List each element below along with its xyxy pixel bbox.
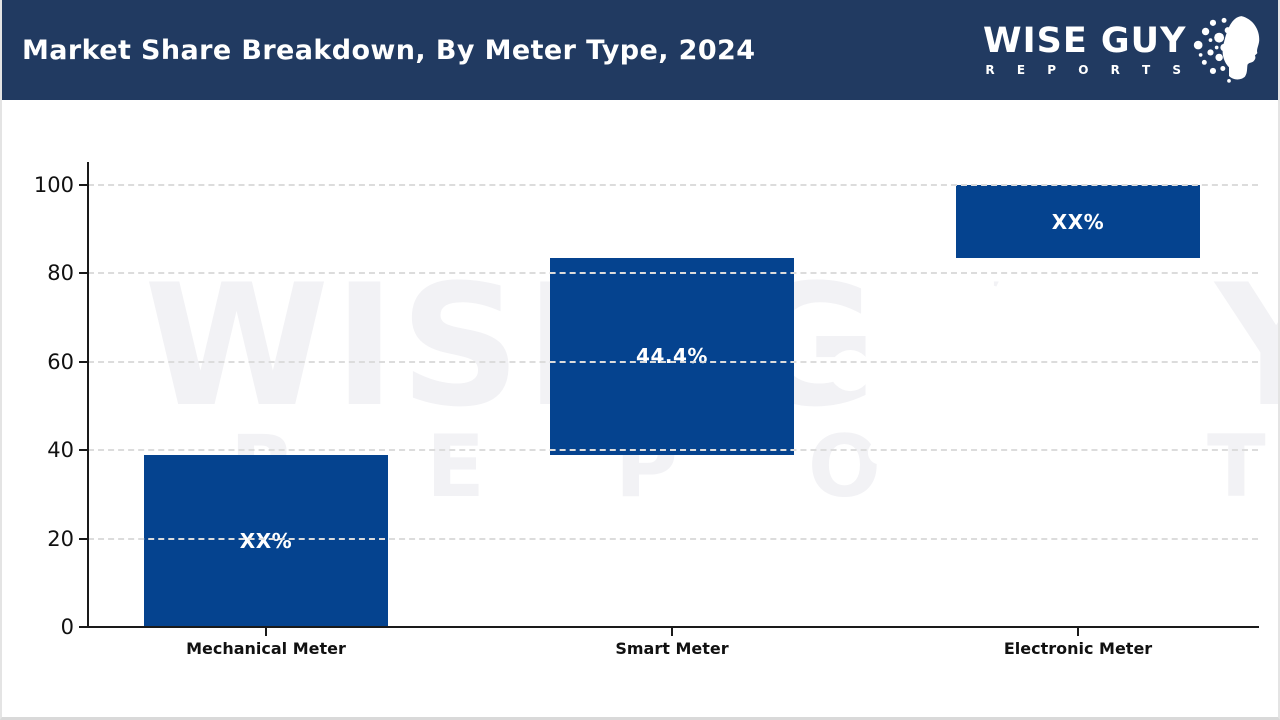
y-tick-40 xyxy=(79,449,88,452)
logo-subtitle: R E P O R T S xyxy=(985,63,1190,77)
bar-value-label: XX% xyxy=(239,528,293,553)
wiseguy-face-icon xyxy=(1193,16,1260,83)
page-title: Market Share Breakdown, By Meter Type, 2… xyxy=(22,34,756,66)
wiseguy-logo: WISE GUY R E P O R T S xyxy=(979,7,1266,93)
y-axis-tick-label: 80 xyxy=(47,261,74,286)
x-tick-1 xyxy=(265,628,267,636)
bar-value-label: 44.4% xyxy=(636,344,708,369)
header: Market Share Breakdown, By Meter Type, 2… xyxy=(2,0,1278,100)
watermark-face-icon xyxy=(829,232,1141,550)
y-axis-tick-label: 60 xyxy=(47,349,74,374)
y-axis-tick-label: 100 xyxy=(33,173,74,197)
bar-mechanical-meter: XX% xyxy=(144,454,388,627)
y-tick-80 xyxy=(79,272,88,275)
x-tick-3 xyxy=(1077,628,1079,636)
y-tick-0 xyxy=(79,626,88,628)
y-tick-100 xyxy=(79,184,88,186)
y-axis-tick-label: 20 xyxy=(47,526,74,551)
bar-value-label: XX% xyxy=(1051,209,1105,234)
gridline-40 xyxy=(88,449,1258,452)
logo-wordmark: WISE GUY xyxy=(982,21,1187,61)
y-axis-tick-label: 40 xyxy=(47,438,74,463)
x-tick-2 xyxy=(671,628,673,636)
wiseguy-logo-text: WISE GUY R E P O R T S xyxy=(979,21,1190,77)
y-axis-tick-label: 0 xyxy=(60,615,74,639)
gridline-60 xyxy=(88,360,1258,363)
x-axis-category-label: Smart Meter xyxy=(615,639,729,658)
x-axis-line xyxy=(87,626,1259,628)
y-tick-60 xyxy=(79,360,88,363)
y-axis-line xyxy=(87,162,89,628)
gridline-20 xyxy=(88,537,1258,540)
bar-smart-meter: 44.4% xyxy=(550,258,794,455)
gridline-80 xyxy=(88,272,1258,275)
x-axis-category-label: Mechanical Meter xyxy=(186,639,346,658)
bar-electronic-meter: XX% xyxy=(956,185,1200,259)
x-axis-category-label: Electronic Meter xyxy=(1003,639,1153,658)
gridline-100 xyxy=(88,184,1258,186)
y-tick-20 xyxy=(79,537,88,540)
